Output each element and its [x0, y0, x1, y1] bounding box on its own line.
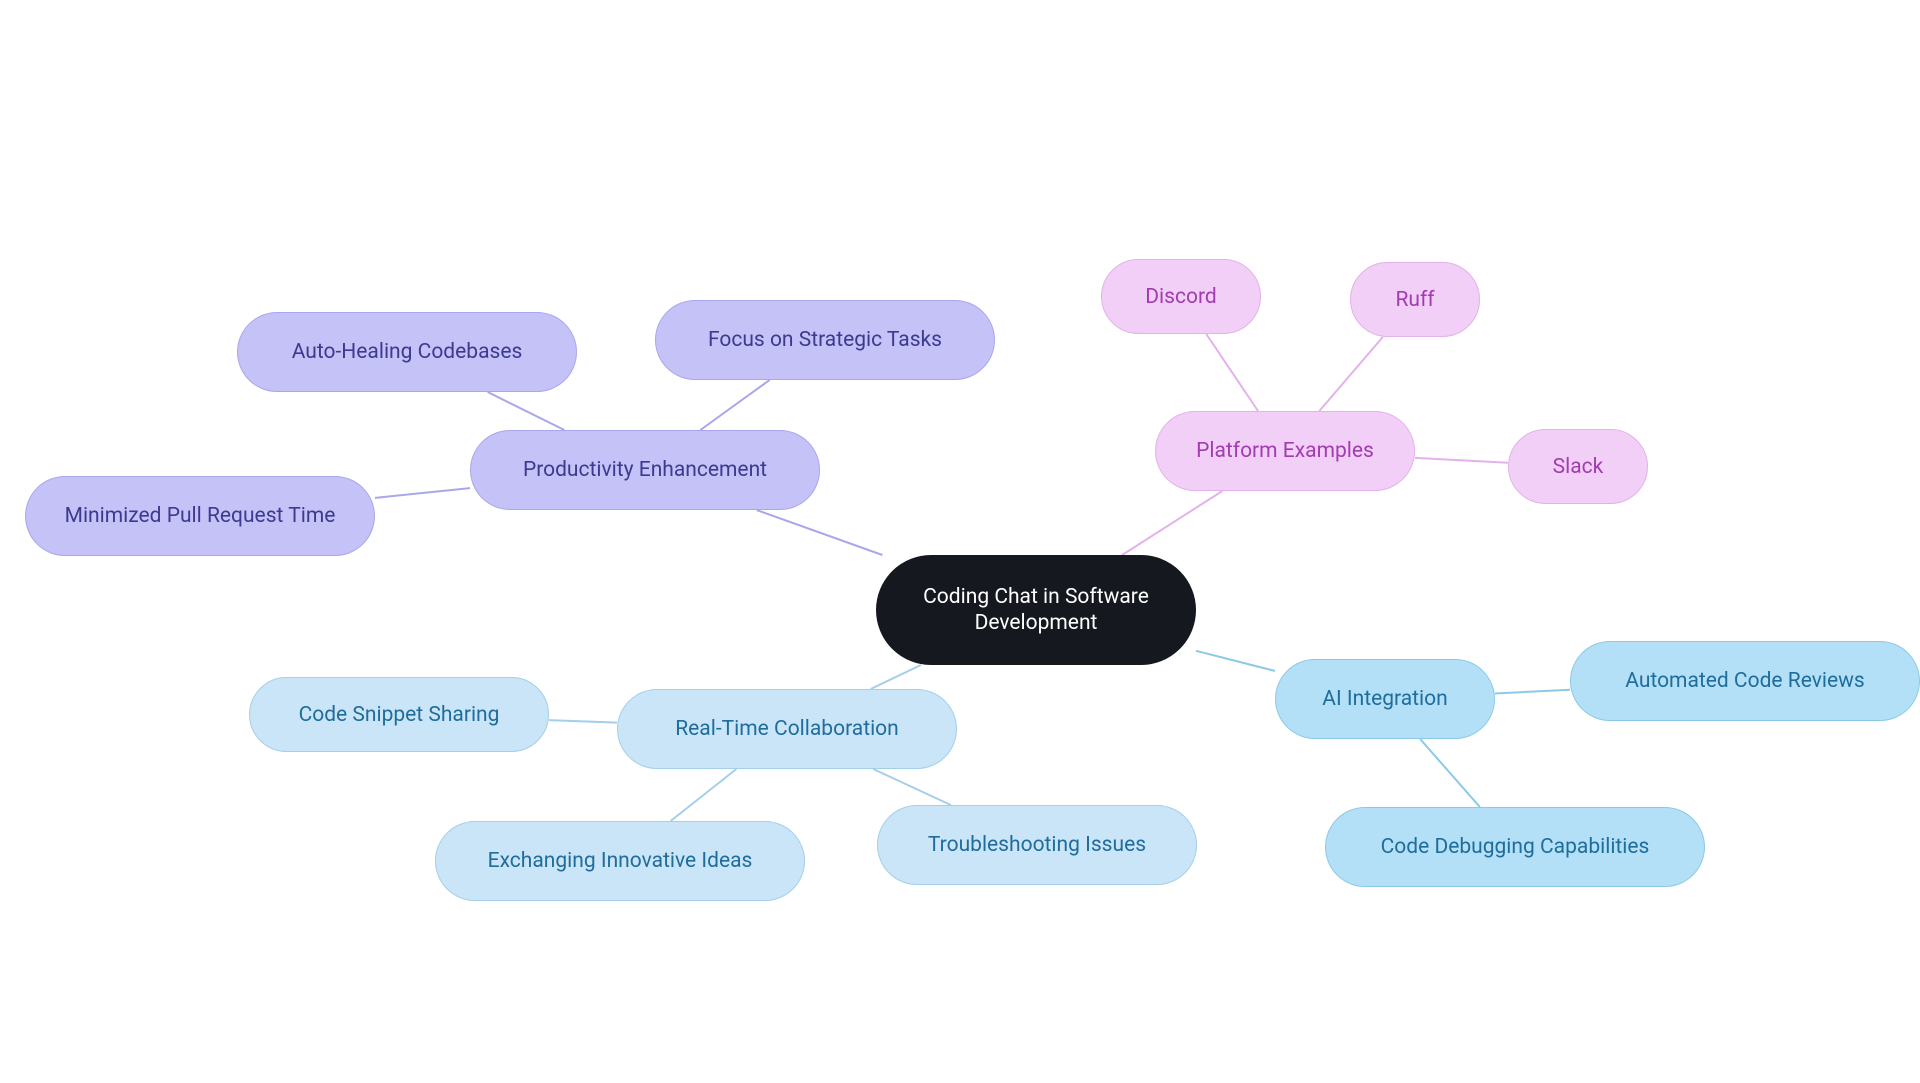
edge: [671, 769, 737, 821]
node-platform: Platform Examples: [1155, 411, 1415, 491]
edge: [1415, 458, 1508, 463]
node-label: AI Integration: [1322, 687, 1447, 711]
node-innovative: Exchanging Innovative Ideas: [435, 821, 805, 901]
edge: [700, 380, 769, 430]
node-discord: Discord: [1101, 259, 1261, 334]
node-troubleshoot: Troubleshooting Issues: [877, 805, 1197, 885]
node-snippet: Code Snippet Sharing: [249, 677, 549, 752]
node-label: Platform Examples: [1196, 439, 1374, 463]
node-debugging: Code Debugging Capabilities: [1325, 807, 1705, 887]
edge: [549, 720, 617, 723]
node-label: Coding Chat in SoftwareDevelopment: [923, 584, 1149, 637]
node-label: Code Snippet Sharing: [299, 703, 500, 727]
node-ai: AI Integration: [1275, 659, 1495, 739]
node-label: Slack: [1553, 455, 1604, 479]
node-strategic: Focus on Strategic Tasks: [655, 300, 995, 380]
edge: [375, 488, 470, 498]
node-label: Troubleshooting Issues: [928, 833, 1146, 857]
edge: [1196, 651, 1275, 671]
edge: [1495, 690, 1570, 694]
node-auto-healing: Auto-Healing Codebases: [237, 312, 577, 392]
node-label: Real-Time Collaboration: [675, 717, 899, 741]
node-reviews: Automated Code Reviews: [1570, 641, 1920, 721]
node-label: Minimized Pull Request Time: [65, 504, 336, 528]
edge: [488, 392, 565, 430]
edge: [1319, 337, 1382, 411]
node-label: Ruff: [1395, 288, 1434, 312]
node-label: Code Debugging Capabilities: [1381, 835, 1650, 859]
node-center: Coding Chat in SoftwareDevelopment: [876, 555, 1196, 665]
node-pull-request: Minimized Pull Request Time: [25, 476, 375, 556]
node-ruff: Ruff: [1350, 262, 1480, 337]
node-label: Productivity Enhancement: [523, 458, 767, 482]
edge: [1420, 739, 1480, 807]
mindmap-canvas: Coding Chat in SoftwareDevelopment Produc…: [0, 0, 1920, 1083]
edge: [1206, 334, 1258, 411]
node-label: Automated Code Reviews: [1625, 669, 1865, 693]
edge: [873, 769, 951, 805]
node-realtime: Real-Time Collaboration: [617, 689, 957, 769]
node-label: Focus on Strategic Tasks: [708, 328, 942, 352]
node-productivity: Productivity Enhancement: [470, 430, 820, 510]
edge: [757, 510, 883, 555]
edge: [1122, 491, 1222, 555]
edge: [871, 665, 921, 689]
node-label: Exchanging Innovative Ideas: [488, 849, 753, 873]
node-label: Auto-Healing Codebases: [292, 340, 523, 364]
node-label: Discord: [1145, 285, 1216, 309]
node-slack: Slack: [1508, 429, 1648, 504]
